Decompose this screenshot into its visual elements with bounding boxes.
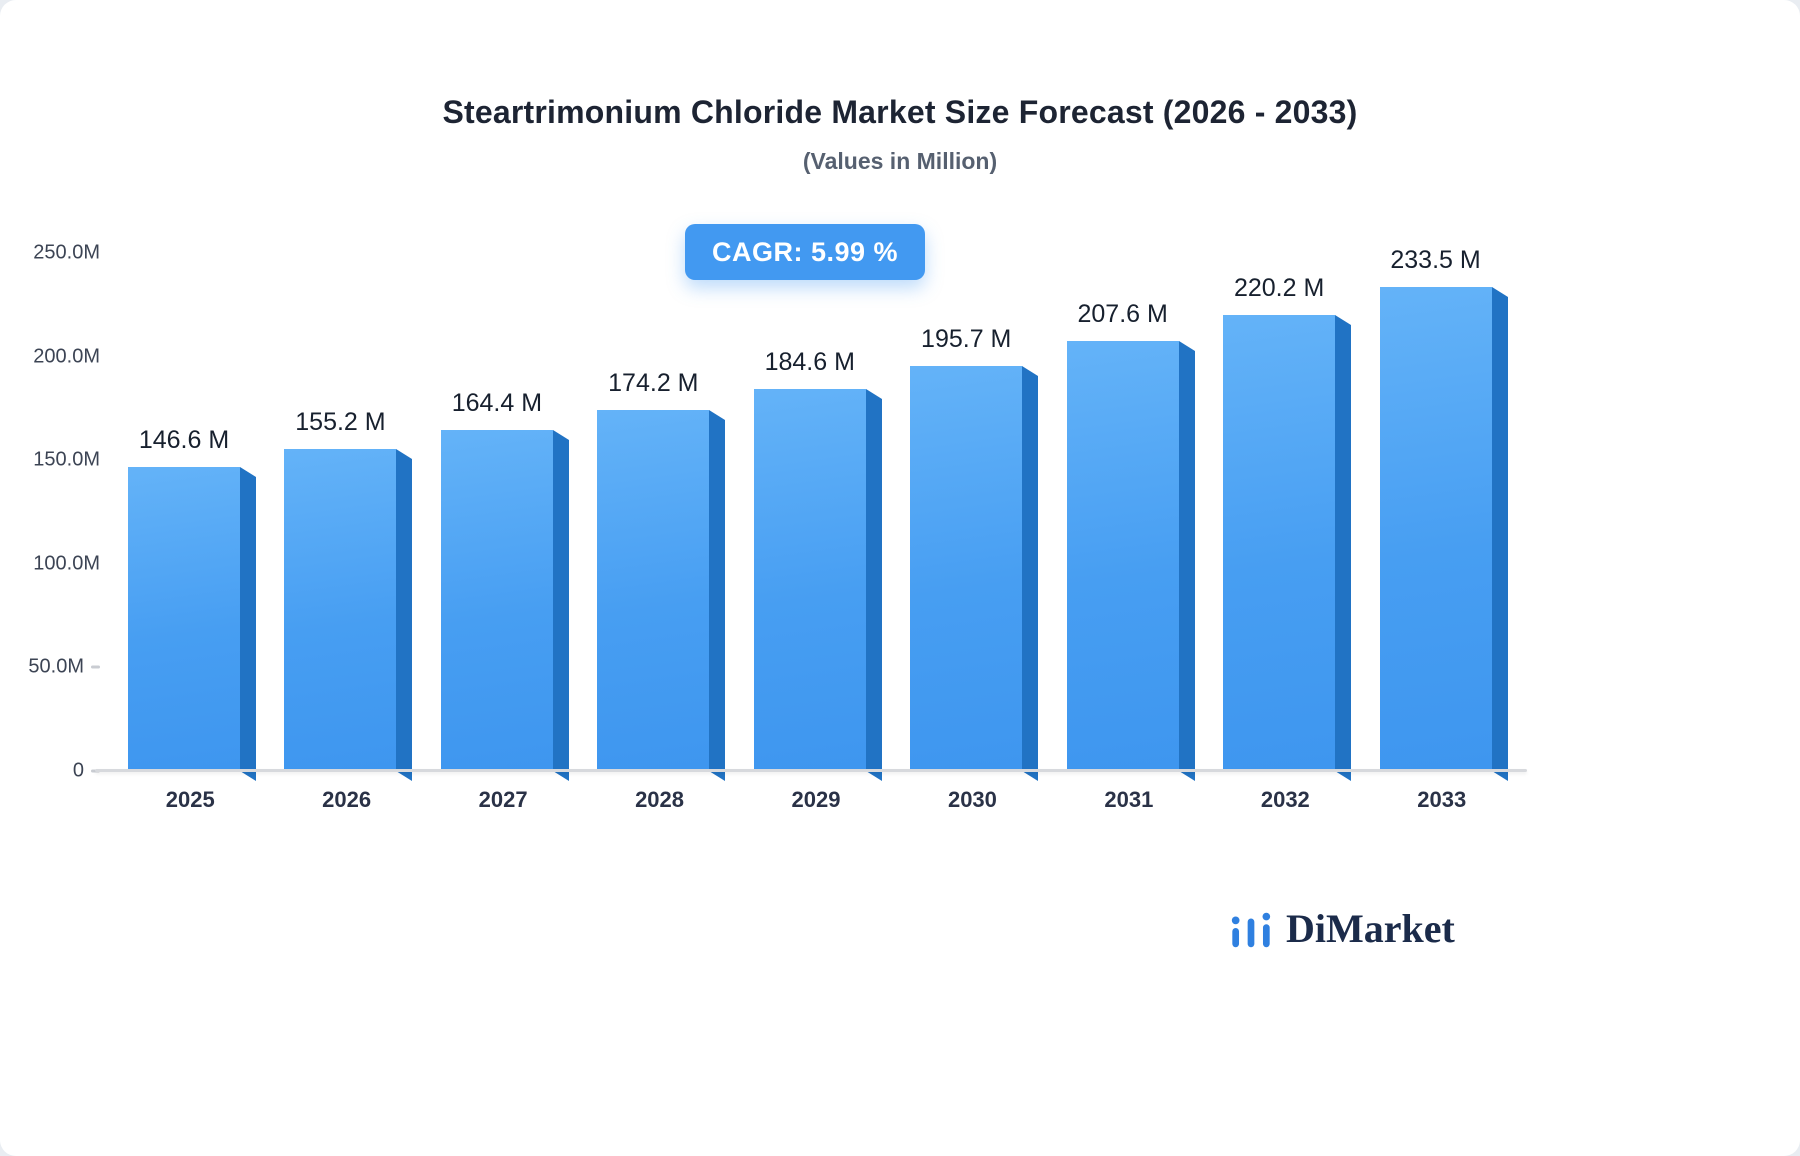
x-tick-label: 2033: [1417, 787, 1467, 812]
x-tick-label: 2029: [791, 787, 841, 812]
y-tick-label: 200.0M: [33, 345, 100, 368]
bar-slot: 207.6 M 2031: [1051, 253, 1207, 812]
bar-slot: 174.2 M 2028: [581, 253, 737, 812]
bar-2032: 220.2 M: [1223, 274, 1352, 781]
x-tick-label: 2027: [478, 787, 528, 812]
cagr-badge: CAGR: 5.99 %: [685, 224, 925, 280]
bar-value-label: 164.4 M: [451, 389, 543, 418]
bar-slot: 195.7 M 2030: [894, 253, 1050, 812]
bar-side-face: [240, 467, 256, 781]
y-tick-mark: [91, 665, 100, 669]
bar-slot: 233.5 M 2033: [1364, 246, 1520, 812]
bar-2033: 233.5 M: [1379, 246, 1508, 781]
bar-value-label: 207.6 M: [1077, 299, 1168, 328]
plot-area: 146.6 M 2025 155.2 M 2026 164.4 M 2027 174.2 M…: [112, 246, 1520, 812]
y-tick-label: 250.0M: [33, 241, 100, 264]
bar-value-label: 233.5 M: [1390, 246, 1481, 275]
chart-subtitle: (Values in Million): [802, 148, 998, 174]
bar-side-face: [1335, 314, 1352, 781]
bar-2026: 155.2 M: [284, 408, 413, 781]
bar-value-label: 174.2 M: [608, 369, 699, 398]
x-tick-label: 2030: [947, 787, 997, 812]
bar-2029: 184.6 M: [753, 348, 882, 781]
brand-logo: DiMarket: [1228, 905, 1455, 952]
x-axis-line: [95, 769, 1527, 772]
bar-value-label: 220.2 M: [1233, 273, 1325, 302]
bar-slot: 220.2 M 2032: [1207, 253, 1363, 812]
bar-side-face: [709, 410, 726, 781]
bar-slot: 146.6 M 2025: [112, 253, 268, 812]
x-tick-label: 2028: [635, 787, 685, 812]
bar-side-face: [865, 388, 882, 781]
x-tick-label: 2026: [322, 787, 372, 812]
bar-slot: 155.2 M 2026: [268, 253, 424, 812]
bar-side-face: [1022, 365, 1039, 781]
y-tick-label: 50.0M: [28, 656, 100, 679]
bar-side-face: [1491, 287, 1508, 781]
x-tick-label: 2032: [1260, 787, 1310, 812]
bar-2027: 164.4 M: [440, 389, 569, 781]
bar-2030: 195.7 M: [910, 325, 1039, 781]
bar-2025: 146.6 M: [128, 426, 256, 781]
bar-side-face: [396, 449, 413, 781]
bar-value-label: 184.6 M: [764, 347, 855, 376]
x-tick-label: 2031: [1104, 787, 1154, 812]
bar-slot: 184.6 M 2029: [738, 253, 894, 812]
bar-side-face: [552, 430, 569, 781]
bar-side-face: [1178, 340, 1195, 781]
y-tick-label: 100.0M: [33, 552, 100, 575]
bar-chart-logo-icon: [1228, 906, 1274, 952]
bar-2028: 174.2 M: [597, 369, 726, 781]
bar-slot: 164.4 M 2027: [425, 253, 581, 812]
brand-name: DiMarket: [1286, 906, 1455, 951]
bar-value-label: 195.7 M: [921, 324, 1012, 353]
bar-2031: 207.6 M: [1066, 300, 1195, 781]
bar-value-label: 155.2 M: [295, 408, 386, 437]
bar-value-label: 146.6 M: [138, 426, 230, 455]
x-tick-label: 2025: [165, 787, 215, 812]
y-axis: 250.0M 200.0M 150.0M 100.0M 50.0M 0: [0, 242, 100, 782]
y-tick-label: 150.0M: [33, 448, 100, 471]
chart-title: Steartrimonium Chloride Market Size Fore…: [442, 94, 1358, 130]
